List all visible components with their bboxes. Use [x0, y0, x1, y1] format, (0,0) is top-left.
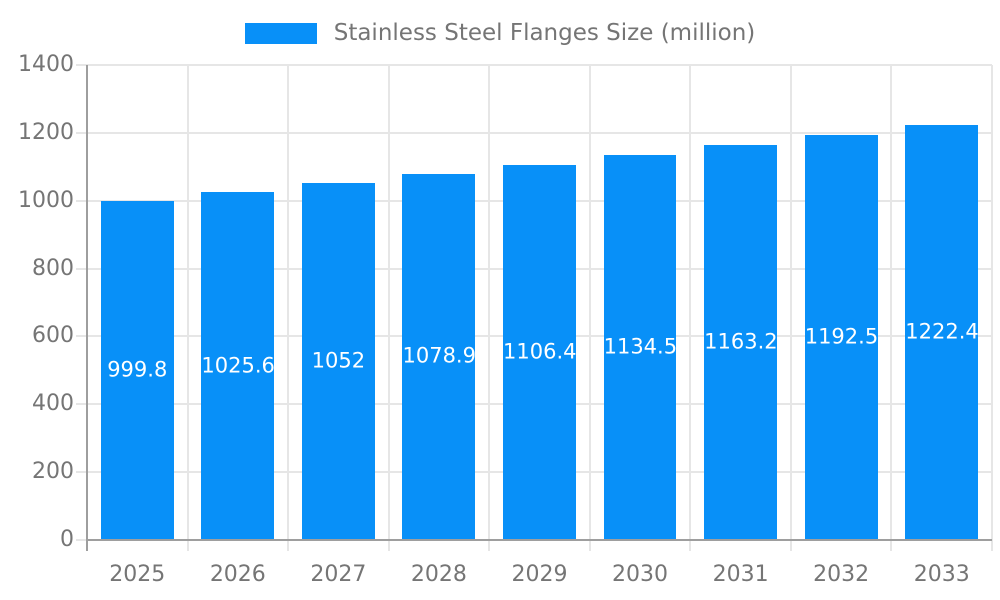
bar: 1134.5	[603, 155, 678, 539]
y-axis-tick-label: 800	[32, 255, 74, 281]
y-axis-tick	[76, 267, 87, 270]
y-axis-tick-label: 1200	[18, 119, 74, 145]
gridline-vertical	[387, 65, 390, 540]
y-axis-tick	[76, 64, 87, 66]
gridline-horizontal	[87, 131, 992, 134]
gridline-vertical	[488, 65, 491, 540]
x-axis-tick	[488, 540, 491, 551]
gridline-vertical	[890, 65, 893, 540]
legend-swatch	[244, 22, 317, 44]
y-axis-tick-label: 1400	[18, 52, 74, 77]
bar: 999.8	[100, 200, 174, 539]
bar: 1078.9	[402, 173, 476, 539]
y-axis-tick	[76, 131, 87, 134]
x-axis-tick-label: 2025	[109, 562, 166, 587]
y-axis-tick	[76, 471, 87, 474]
x-axis-tick-label: 2027	[310, 562, 367, 587]
gridline-vertical	[186, 65, 189, 540]
bar: 1106.4	[503, 164, 577, 539]
bar: 1025.6	[201, 192, 275, 539]
y-axis-tick	[76, 403, 87, 406]
x-axis-tick-label: 2031	[712, 562, 769, 587]
bar-value-label: 1163.2	[704, 329, 778, 354]
x-axis-tick	[588, 540, 591, 551]
gridline-horizontal	[87, 64, 992, 66]
gridline-vertical	[789, 65, 792, 540]
gridline-vertical	[588, 65, 591, 540]
x-axis-tick	[689, 540, 692, 551]
y-axis-line	[86, 65, 88, 551]
legend-label: Stainless Steel Flanges Size (million)	[333, 20, 756, 46]
x-axis-tick	[890, 540, 893, 551]
y-axis-tick	[76, 199, 87, 202]
x-axis-tick-label: 2029	[511, 562, 568, 587]
x-axis-tick-label: 2030	[612, 562, 669, 587]
bar-value-label: 1052	[311, 348, 366, 373]
gridline-vertical	[689, 65, 692, 540]
gridline-vertical	[991, 65, 993, 540]
y-axis-tick-label: 0	[60, 527, 74, 552]
x-axis-tick-label: 2032	[813, 562, 870, 587]
y-axis-tick-label: 200	[32, 459, 74, 485]
bar-value-label: 1134.5	[603, 334, 678, 359]
bar-value-label: 1025.6	[201, 353, 275, 377]
y-axis-tick-label: 1000	[18, 187, 74, 213]
x-axis-tick-label: 2028	[410, 562, 467, 587]
bar: 1222.4	[905, 125, 979, 539]
x-axis-tick	[789, 540, 792, 551]
bar: 1192.5	[804, 135, 879, 539]
x-axis-tick-label: 2026	[209, 562, 266, 587]
x-axis-tick	[287, 540, 290, 551]
bar-value-label: 1078.9	[402, 343, 476, 368]
bar-value-label: 999.8	[107, 357, 168, 382]
x-axis-tick	[186, 540, 189, 551]
bar: 1052	[301, 183, 375, 539]
x-axis-line	[86, 539, 992, 541]
x-axis-tick	[991, 540, 993, 551]
bar-value-label: 1222.4	[905, 319, 979, 344]
bar-value-label: 1192.5	[804, 324, 879, 349]
x-axis-tick-label: 2033	[913, 562, 970, 587]
y-axis-tick	[76, 335, 87, 338]
bar: 1163.2	[704, 145, 778, 539]
gridline-vertical	[287, 65, 290, 540]
y-axis-tick-label: 600	[32, 323, 74, 349]
y-axis-tick-label: 400	[32, 391, 74, 417]
x-axis-tick	[387, 540, 390, 551]
chart-legend: Stainless Steel Flanges Size (million)	[0, 20, 1000, 46]
bar-value-label: 1106.4	[503, 339, 577, 364]
y-axis-tick	[76, 539, 87, 541]
